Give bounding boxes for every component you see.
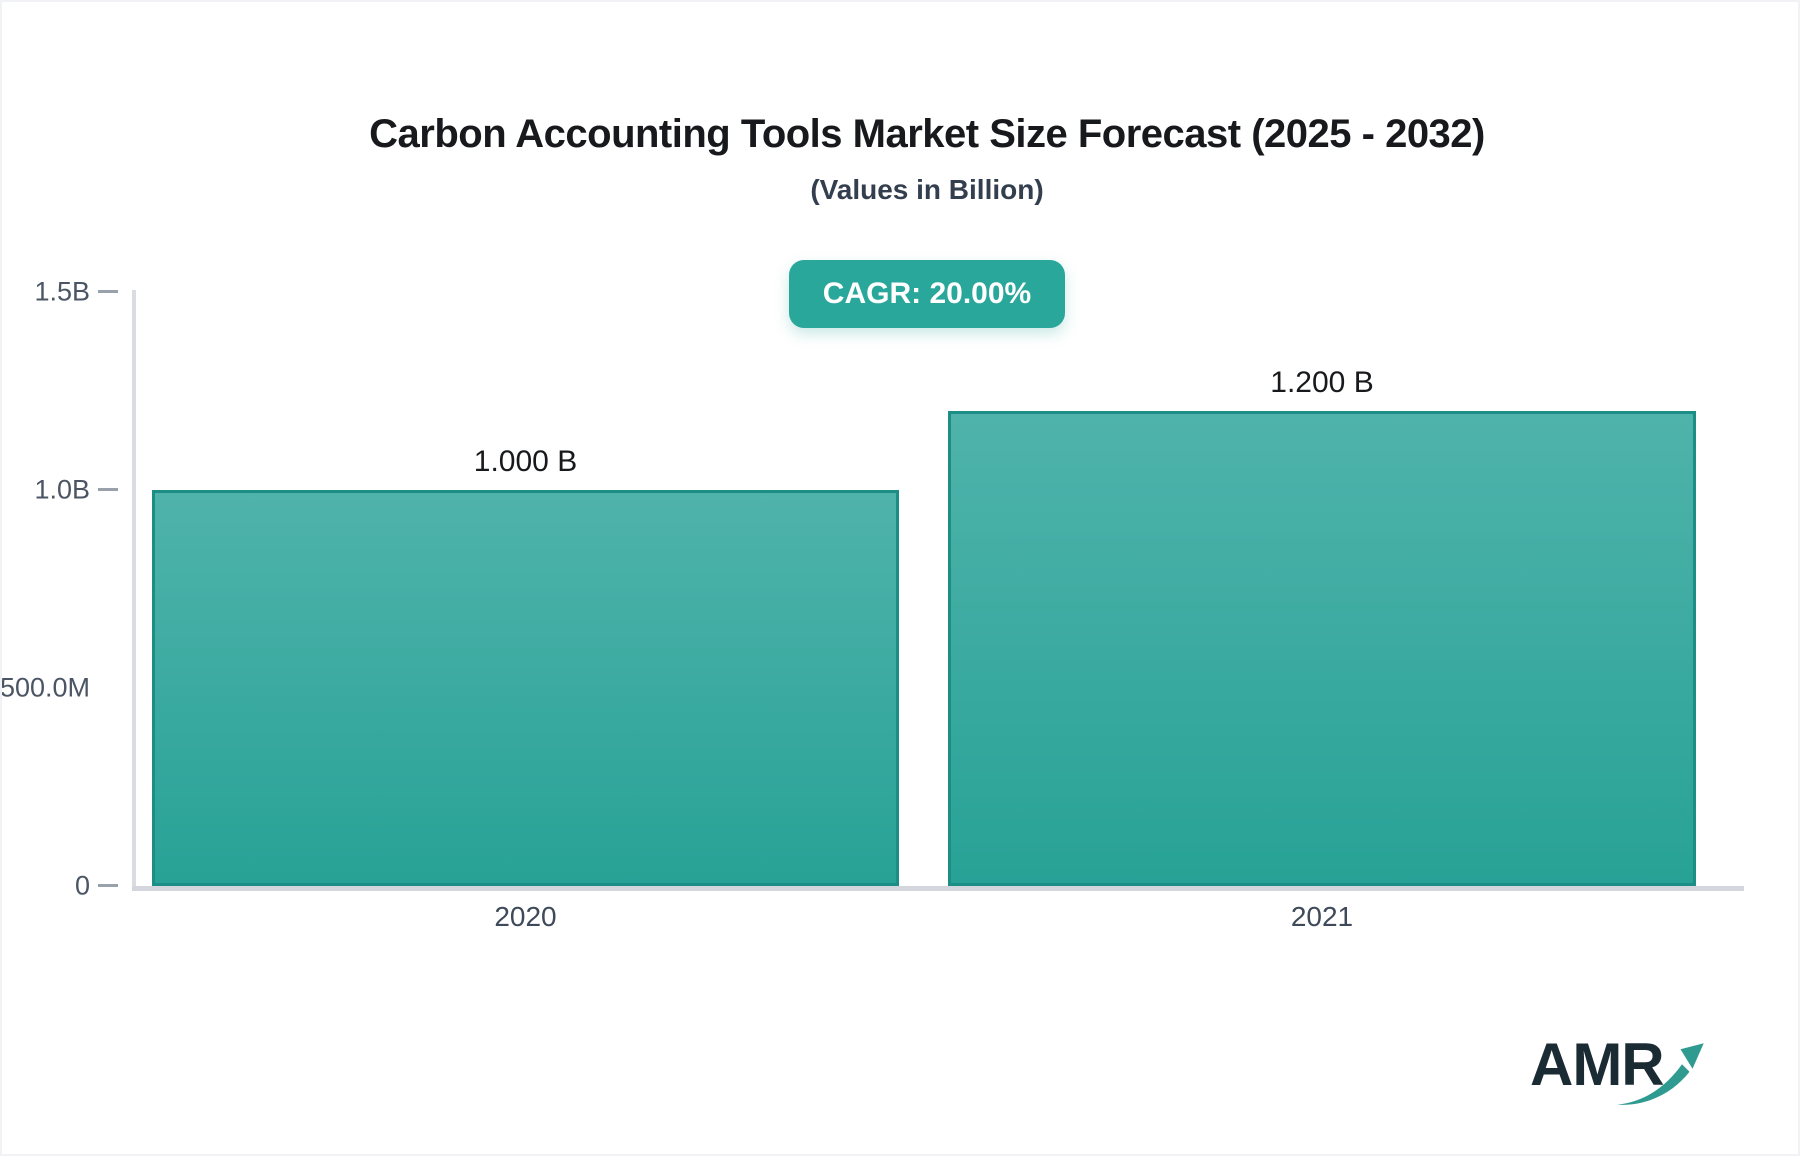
y-tick-label: 500.0M — [0, 672, 90, 703]
bar-value-label-2020: 1.000 B — [473, 445, 578, 478]
x-axis-label-2020: 2020 — [494, 901, 557, 932]
y-tick-label: 1.5B — [34, 276, 90, 307]
chart-title: Carbon Accounting Tools Market Size Fore… — [369, 112, 1485, 156]
y-tick-label: 1.0B — [34, 474, 90, 505]
tick-dash — [98, 884, 118, 887]
cagr-badge: CAGR: 20.00% — [788, 260, 1066, 328]
tick-dash — [98, 488, 118, 491]
bar-value-label-2021: 1.200 B — [1270, 366, 1374, 399]
bar-2021 — [948, 411, 1696, 886]
tick-dash — [98, 290, 118, 293]
x-axis-label-2021: 2021 — [1290, 901, 1354, 932]
x-axis-line — [132, 886, 1744, 891]
amr-logo-text: AMR — [1530, 1031, 1665, 1098]
chart-subtitle: (Values in Billion) — [810, 174, 1044, 205]
growth-arrow-icon — [1617, 1043, 1704, 1105]
bar-2020 — [152, 490, 899, 886]
y-tick-label: 0 — [74, 870, 90, 901]
amr-logo: AMR — [1530, 1030, 1730, 1120]
badge-wrap: CAGR: 20.00% — [52, 260, 1798, 328]
y-axis-line — [132, 290, 136, 886]
